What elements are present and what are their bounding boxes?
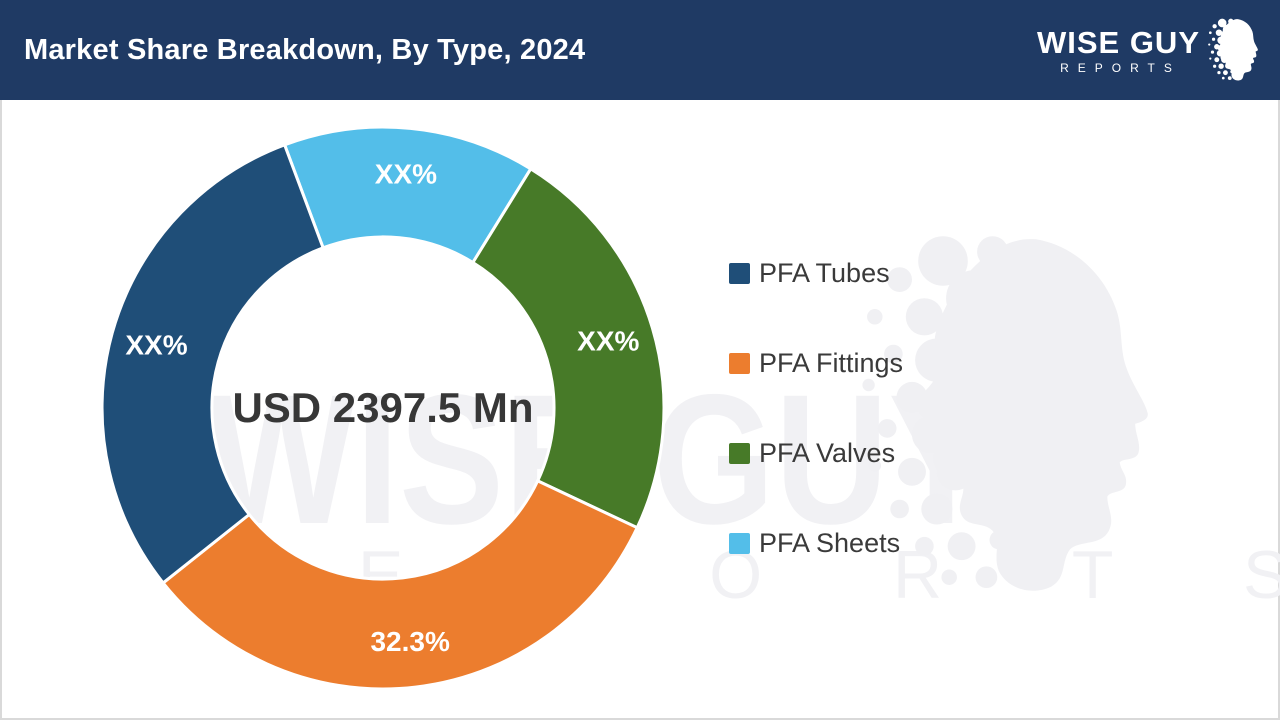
header-bar: Market Share Breakdown, By Type, 2024 WI… <box>0 0 1280 100</box>
donut-chart: XX% XX% 32.3% XX% <box>100 125 666 691</box>
logo-subtitle: REPORTS <box>1060 60 1181 75</box>
legend-label: PFA Sheets <box>759 527 901 558</box>
chart-legend: PFA Tubes PFA Fittings PFA Valves PFA Sh… <box>729 228 903 588</box>
legend-swatch-pfa-fittings <box>729 352 750 374</box>
donut-segment-pfa-tubes <box>100 143 325 585</box>
segment-label-pfa-fittings: 32.3% <box>370 626 449 657</box>
legend-item-pfa-fittings: PFA Fittings <box>729 318 903 408</box>
legend-swatch-pfa-sheets <box>729 532 750 554</box>
chart-center-value: USD 2397.5 Mn <box>232 384 534 431</box>
legend-swatch-pfa-valves <box>729 442 750 464</box>
wise-guy-logo: WISE GUY REPORTS <box>1037 13 1260 87</box>
logo-text: WISE GUY REPORTS <box>1037 27 1200 74</box>
donut-segment-pfa-fittings <box>161 479 639 691</box>
logo-wordmark: WISE GUY <box>1036 24 1200 60</box>
donut-segment-pfa-valves <box>471 167 666 530</box>
legend-item-pfa-sheets: PFA Sheets <box>729 498 903 588</box>
legend-label: PFA Fittings <box>759 347 904 378</box>
logo-face-icon <box>1208 18 1258 81</box>
legend-item-pfa-valves: PFA Valves <box>729 408 903 498</box>
legend-label: PFA Valves <box>759 437 896 468</box>
segment-label-pfa-valves: XX% <box>577 326 639 357</box>
legend-item-pfa-tubes: PFA Tubes <box>729 228 903 318</box>
legend-label: PFA Tubes <box>759 257 890 288</box>
page-title: Market Share Breakdown, By Type, 2024 <box>24 33 586 66</box>
segment-label-pfa-tubes: XX% <box>125 330 187 361</box>
legend-swatch-pfa-tubes <box>729 262 750 284</box>
segment-label-pfa-sheets: XX% <box>375 159 437 190</box>
